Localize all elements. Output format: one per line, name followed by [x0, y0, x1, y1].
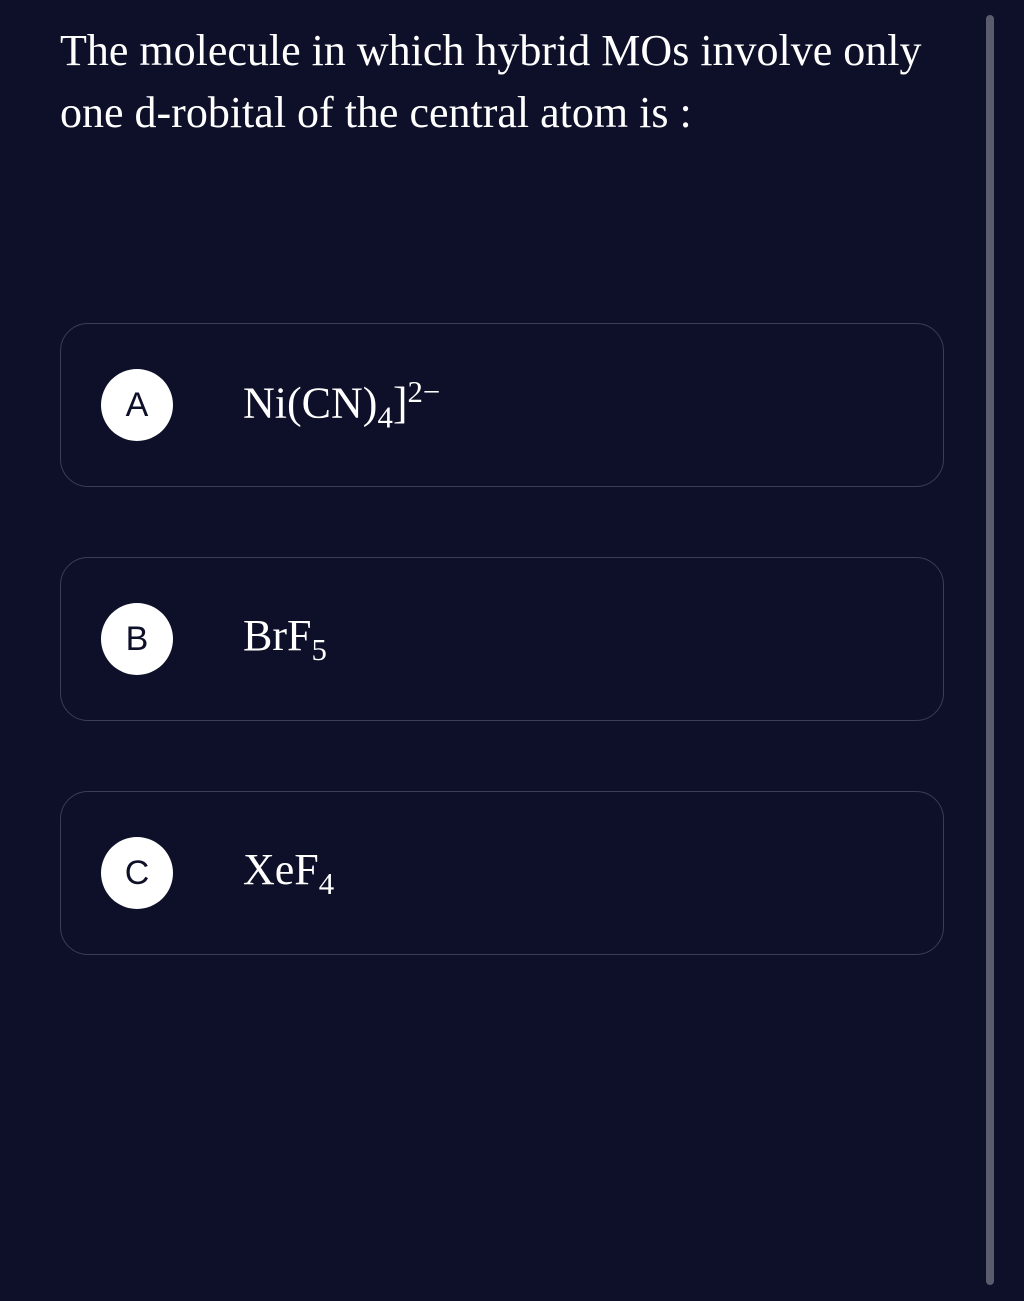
question-text: The molecule in which hybrid MOs involve… [60, 20, 964, 143]
option-badge-a: A [101, 369, 173, 441]
quiz-container: The molecule in which hybrid MOs involve… [0, 0, 1024, 1301]
option-formula-a: Ni(CN)4]2− [243, 375, 440, 435]
option-badge-b: B [101, 603, 173, 675]
option-badge-c: C [101, 837, 173, 909]
option-formula-b: BrF5 [243, 610, 327, 668]
option-formula-c: XeF4 [243, 844, 334, 902]
option-b[interactable]: B BrF5 [60, 557, 944, 721]
scrollbar[interactable] [986, 15, 994, 1285]
option-a[interactable]: A Ni(CN)4]2− [60, 323, 944, 487]
options-list: A Ni(CN)4]2− B BrF5 C XeF4 [60, 323, 964, 955]
option-c[interactable]: C XeF4 [60, 791, 944, 955]
